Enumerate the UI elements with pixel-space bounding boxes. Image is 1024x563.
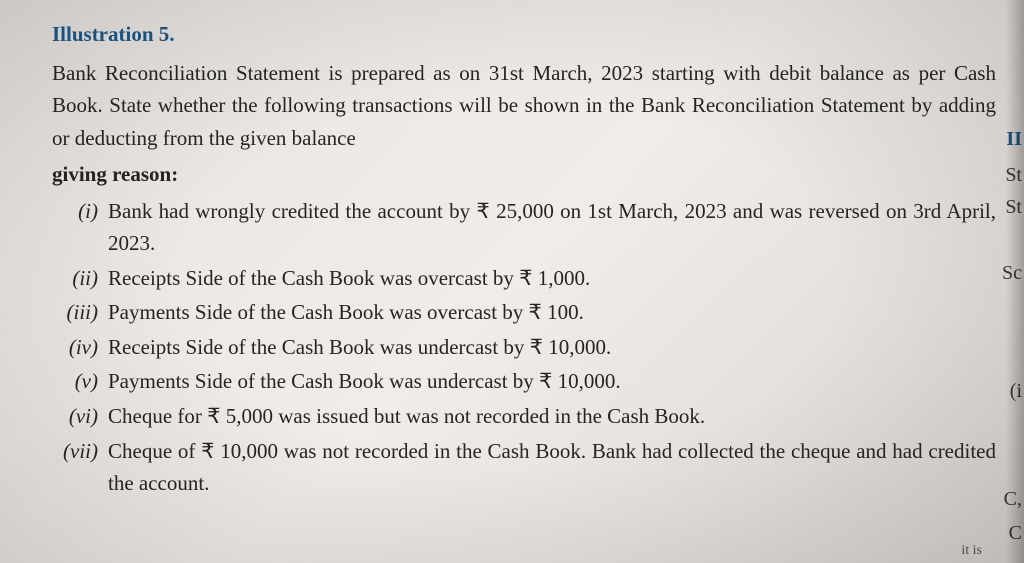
item-marker: (iii) bbox=[52, 296, 108, 329]
intro-paragraph: Bank Reconciliation Statement is prepare… bbox=[52, 57, 996, 155]
item-marker: (vi) bbox=[52, 400, 108, 433]
margin-fragment: St bbox=[1005, 164, 1022, 187]
list-item: (ii) Receipts Side of the Cash Book was … bbox=[52, 262, 996, 295]
item-marker: (ii) bbox=[52, 262, 108, 295]
item-text: Cheque of ₹ 10,000 was not recorded in t… bbox=[108, 435, 996, 500]
item-text: Receipts Side of the Cash Book was overc… bbox=[108, 262, 996, 295]
item-marker: (iv) bbox=[52, 331, 108, 364]
margin-fragment: C bbox=[1009, 522, 1022, 545]
list-item: (iv) Receipts Side of the Cash Book was … bbox=[52, 331, 996, 364]
margin-fragment: C, bbox=[1004, 488, 1022, 511]
list-item: (v) Payments Side of the Cash Book was u… bbox=[52, 365, 996, 398]
item-text: Payments Side of the Cash Book was overc… bbox=[108, 296, 996, 329]
transaction-list: (i) Bank had wrongly credited the accoun… bbox=[52, 195, 996, 500]
item-marker: (vii) bbox=[52, 435, 108, 468]
subheading: giving reason: bbox=[52, 158, 996, 191]
list-item: (iii) Payments Side of the Cash Book was… bbox=[52, 296, 996, 329]
item-text: Cheque for ₹ 5,000 was issued but was no… bbox=[108, 400, 996, 433]
list-item: (vii) Cheque of ₹ 10,000 was not recorde… bbox=[52, 435, 996, 500]
list-item: (vi) Cheque for ₹ 5,000 was issued but w… bbox=[52, 400, 996, 433]
margin-fragment: St bbox=[1005, 196, 1022, 219]
illustration-heading: Illustration 5. bbox=[52, 18, 996, 51]
item-text: Receipts Side of the Cash Book was under… bbox=[108, 331, 996, 364]
intro-line-1: Bank Reconciliation Statement is prepare… bbox=[52, 61, 811, 85]
margin-fragment: II bbox=[1006, 128, 1022, 151]
item-text: Payments Side of the Cash Book was under… bbox=[108, 365, 996, 398]
item-marker: (i) bbox=[52, 195, 108, 228]
item-text: Bank had wrongly credited the account by… bbox=[108, 195, 996, 260]
list-item: (i) Bank had wrongly credited the accoun… bbox=[52, 195, 996, 260]
footnote-fragment: it is bbox=[961, 543, 982, 559]
margin-fragment: (i bbox=[1010, 380, 1022, 403]
textbook-page: Illustration 5. Bank Reconciliation Stat… bbox=[0, 0, 1024, 512]
margin-fragment: Sc bbox=[1002, 262, 1022, 285]
item-marker: (v) bbox=[52, 365, 108, 398]
